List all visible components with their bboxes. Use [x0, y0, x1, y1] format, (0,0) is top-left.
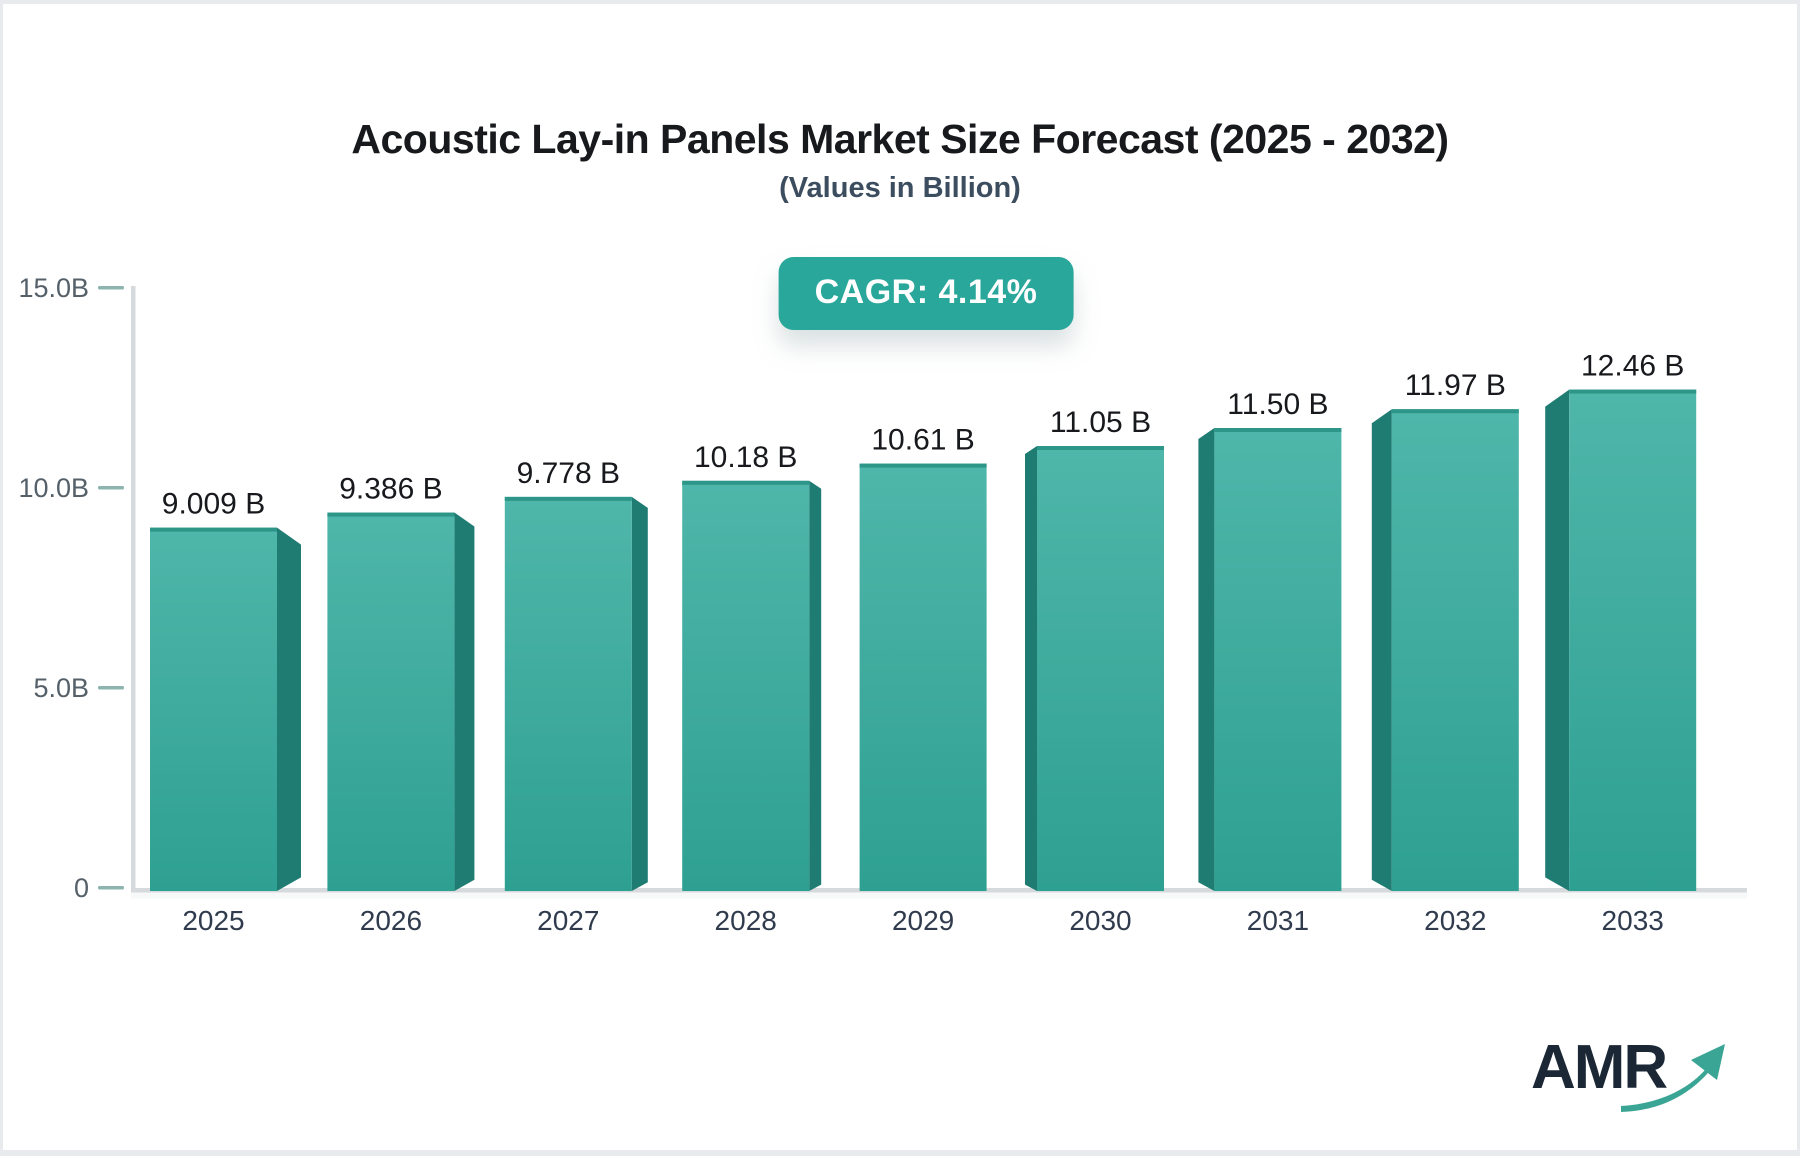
chart-title: Acoustic Lay-in Panels Market Size Forec…	[351, 116, 1449, 162]
bar-group-2027: 9.778 B 2027	[504, 457, 648, 936]
bar-group-2028: 10.18 B 2028	[682, 441, 822, 936]
bar-front-face	[150, 527, 277, 891]
bar-group-2029: 10.61 B 2029	[859, 424, 987, 936]
bar-front-face	[1037, 446, 1164, 891]
bar-front-face	[682, 480, 810, 891]
y-tick-mark	[98, 286, 124, 290]
x-tick-label: 2030	[1069, 905, 1131, 936]
y-axis-line	[131, 286, 136, 893]
bar-value-label: 9.386 B	[339, 473, 442, 506]
amr-logo-text: AMR	[1531, 1033, 1668, 1102]
bar-front-face	[1391, 409, 1519, 891]
x-axis-shadow	[131, 892, 1747, 899]
bar-front-face	[1214, 428, 1342, 891]
bar-front-face	[859, 463, 987, 891]
y-tick-label: 15.0B	[18, 273, 89, 303]
y-tick-mark	[98, 486, 124, 490]
growth-arrow-icon	[1621, 1044, 1725, 1112]
bar-side-face	[1545, 389, 1570, 891]
bar-group-2030: 11.05 B 2030	[1025, 406, 1164, 936]
bar-side-face	[277, 527, 301, 891]
bar-top-edge	[327, 512, 455, 517]
x-tick-label: 2033	[1602, 905, 1664, 936]
bar-value-label: 11.50 B	[1227, 388, 1328, 421]
y-tick-label: 10.0B	[18, 473, 89, 503]
bar-front-face	[504, 496, 632, 891]
cagr-badge: CAGR: 4.14%	[778, 257, 1074, 330]
bar-value-label: 9.009 B	[162, 488, 265, 521]
y-tick-mark	[98, 686, 124, 690]
y-tick-label: 0	[74, 873, 89, 903]
bar-value-label: 11.05 B	[1050, 406, 1151, 439]
x-tick-label: 2026	[360, 905, 422, 936]
bar-value-label: 10.61 B	[871, 424, 974, 457]
bar-value-label: 12.46 B	[1581, 350, 1684, 383]
y-tick-mark	[98, 886, 124, 890]
bar-top-edge	[1214, 428, 1342, 432]
amr-logo: AMR	[1531, 1032, 1771, 1122]
bar-top-edge	[859, 463, 987, 468]
x-tick-label: 2031	[1247, 905, 1309, 936]
bar-group-2026: 9.386 B 2026	[327, 473, 475, 936]
bar-side-face	[809, 480, 822, 891]
bar-top-edge	[504, 496, 632, 501]
bar-group-2025: 9.009 B 2025	[150, 488, 301, 936]
x-tick-label: 2032	[1424, 905, 1486, 936]
bar-top-edge	[1569, 389, 1697, 394]
x-tick-label: 2028	[715, 905, 777, 936]
x-tick-label: 2029	[892, 905, 954, 936]
bar-side-face	[454, 512, 475, 891]
chart-card: Acoustic Lay-in Panels Market Size Forec…	[3, 4, 1797, 1150]
bar-side-face	[631, 496, 648, 891]
bar-side-face	[1025, 446, 1037, 891]
bar-value-label: 9.778 B	[517, 457, 620, 490]
bar-top-edge	[150, 527, 277, 532]
y-tick-label: 5.0B	[33, 673, 89, 703]
bar-chart: 15.0B 10.0B 5.0B 0 9.009 B 2025 9.386 B 2026 9.7…	[18, 273, 1747, 936]
bar-front-face	[1569, 389, 1697, 891]
bar-value-label: 10.18 B	[694, 441, 797, 474]
chart-subtitle: (Values in Billion)	[779, 172, 1021, 204]
bar-side-face	[1198, 428, 1215, 891]
bar-group-2031: 11.50 B 2031	[1198, 388, 1342, 936]
bar-top-edge	[1391, 409, 1519, 414]
bar-side-face	[1371, 409, 1392, 891]
bar-group-2033: 12.46 B 2033	[1545, 350, 1697, 936]
bar-group-2032: 11.97 B 2032	[1371, 369, 1519, 936]
x-tick-label: 2027	[537, 905, 599, 936]
bar-top-edge	[1037, 446, 1164, 450]
x-tick-label: 2025	[182, 905, 244, 936]
bar-front-face	[327, 512, 455, 891]
bar-top-edge	[682, 480, 810, 485]
bar-value-label: 11.97 B	[1405, 369, 1506, 402]
